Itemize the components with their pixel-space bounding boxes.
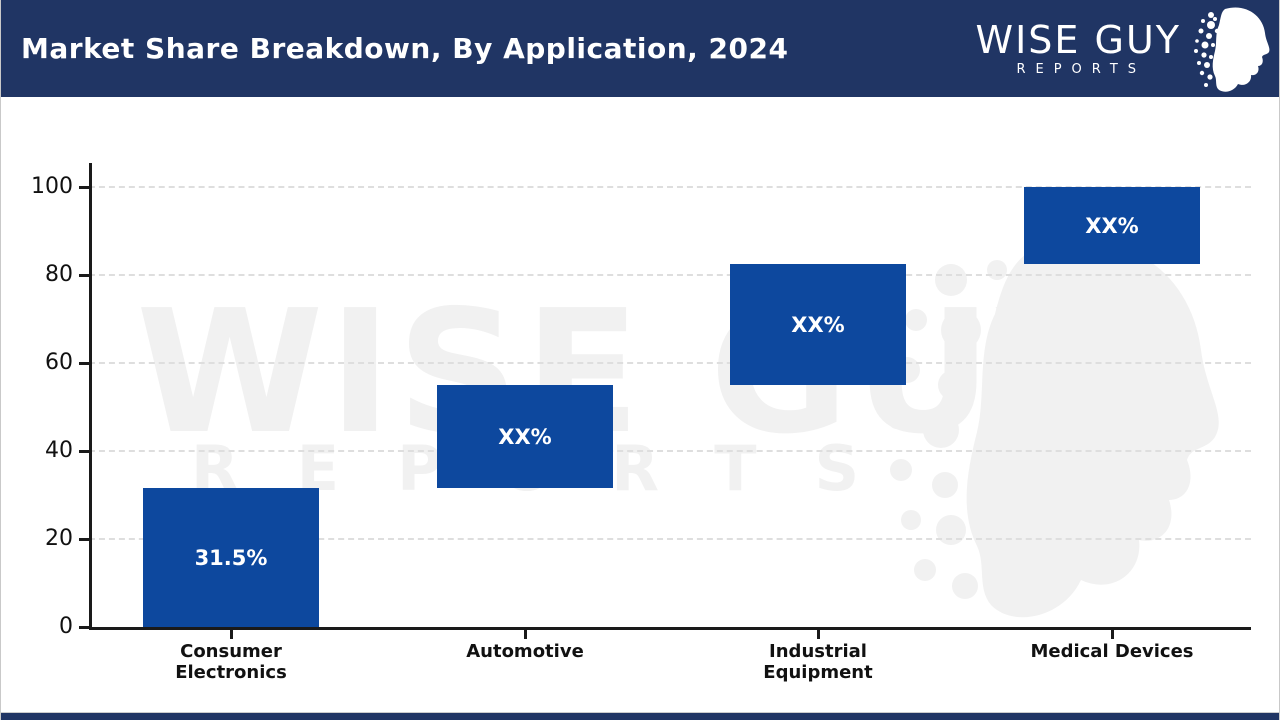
logo-head-icon (1194, 6, 1270, 92)
gridline-40 (89, 450, 1251, 452)
y-tick-mark-60 (79, 362, 89, 365)
x-category-label-automotive: Automotive (466, 641, 584, 662)
x-tick-mark-automotive (524, 630, 527, 639)
gridline-60 (89, 362, 1251, 364)
y-tick-mark-100 (79, 186, 89, 189)
x-category-label-consumer-electronics: Consumer Electronics (175, 641, 287, 683)
y-tick-label-20: 20 (45, 526, 73, 551)
y-tick-label-80: 80 (45, 262, 73, 287)
watermark-head-icon (888, 241, 1219, 618)
y-tick-label-60: 60 (45, 350, 73, 375)
bar-value-label-consumer-electronics: 31.5% (194, 545, 268, 570)
y-tick-mark-80 (79, 274, 89, 277)
footer-divider (1, 712, 1279, 713)
bar-automotive: XX% (437, 385, 613, 489)
gridline-80 (89, 274, 1251, 276)
bar-value-label-automotive: XX% (498, 424, 552, 449)
header-bar: Market Share Breakdown, By Application, … (1, 0, 1279, 97)
bar-value-label-industrial-equipment: XX% (791, 312, 845, 337)
bar-value-label-medical-devices: XX% (1085, 213, 1139, 238)
y-axis (89, 163, 92, 630)
logo-subtitle: REPORTS (1016, 62, 1147, 77)
x-tick-mark-industrial-equipment (817, 630, 820, 639)
x-tick-mark-consumer-electronics (230, 630, 233, 639)
x-tick-mark-medical-devices (1111, 630, 1114, 639)
y-tick-label-100: 100 (31, 174, 73, 199)
gridline-20 (89, 538, 1251, 540)
x-category-label-medical-devices: Medical Devices (1030, 641, 1194, 662)
logo-text: WISE GUY REPORTS (976, 20, 1181, 77)
bar-industrial-equipment: XX% (730, 264, 906, 385)
gridline-100 (89, 186, 1251, 188)
bar-consumer-electronics: 31.5% (143, 488, 319, 627)
y-tick-mark-40 (79, 450, 89, 453)
wise-guy-reports-logo: WISE GUY REPORTS (976, 3, 1271, 95)
logo-wordmark: WISE GUY (975, 18, 1181, 62)
y-tick-mark-20 (79, 538, 89, 541)
y-tick-mark-0 (79, 626, 89, 629)
y-tick-label-0: 0 (59, 614, 73, 639)
x-category-label-industrial-equipment: Industrial Equipment (763, 641, 873, 683)
y-tick-label-40: 40 (45, 438, 73, 463)
page-title: Market Share Breakdown, By Application, … (21, 32, 789, 65)
x-axis (89, 627, 1251, 630)
bar-medical-devices: XX% (1024, 187, 1200, 264)
footer-bar (1, 713, 1279, 720)
